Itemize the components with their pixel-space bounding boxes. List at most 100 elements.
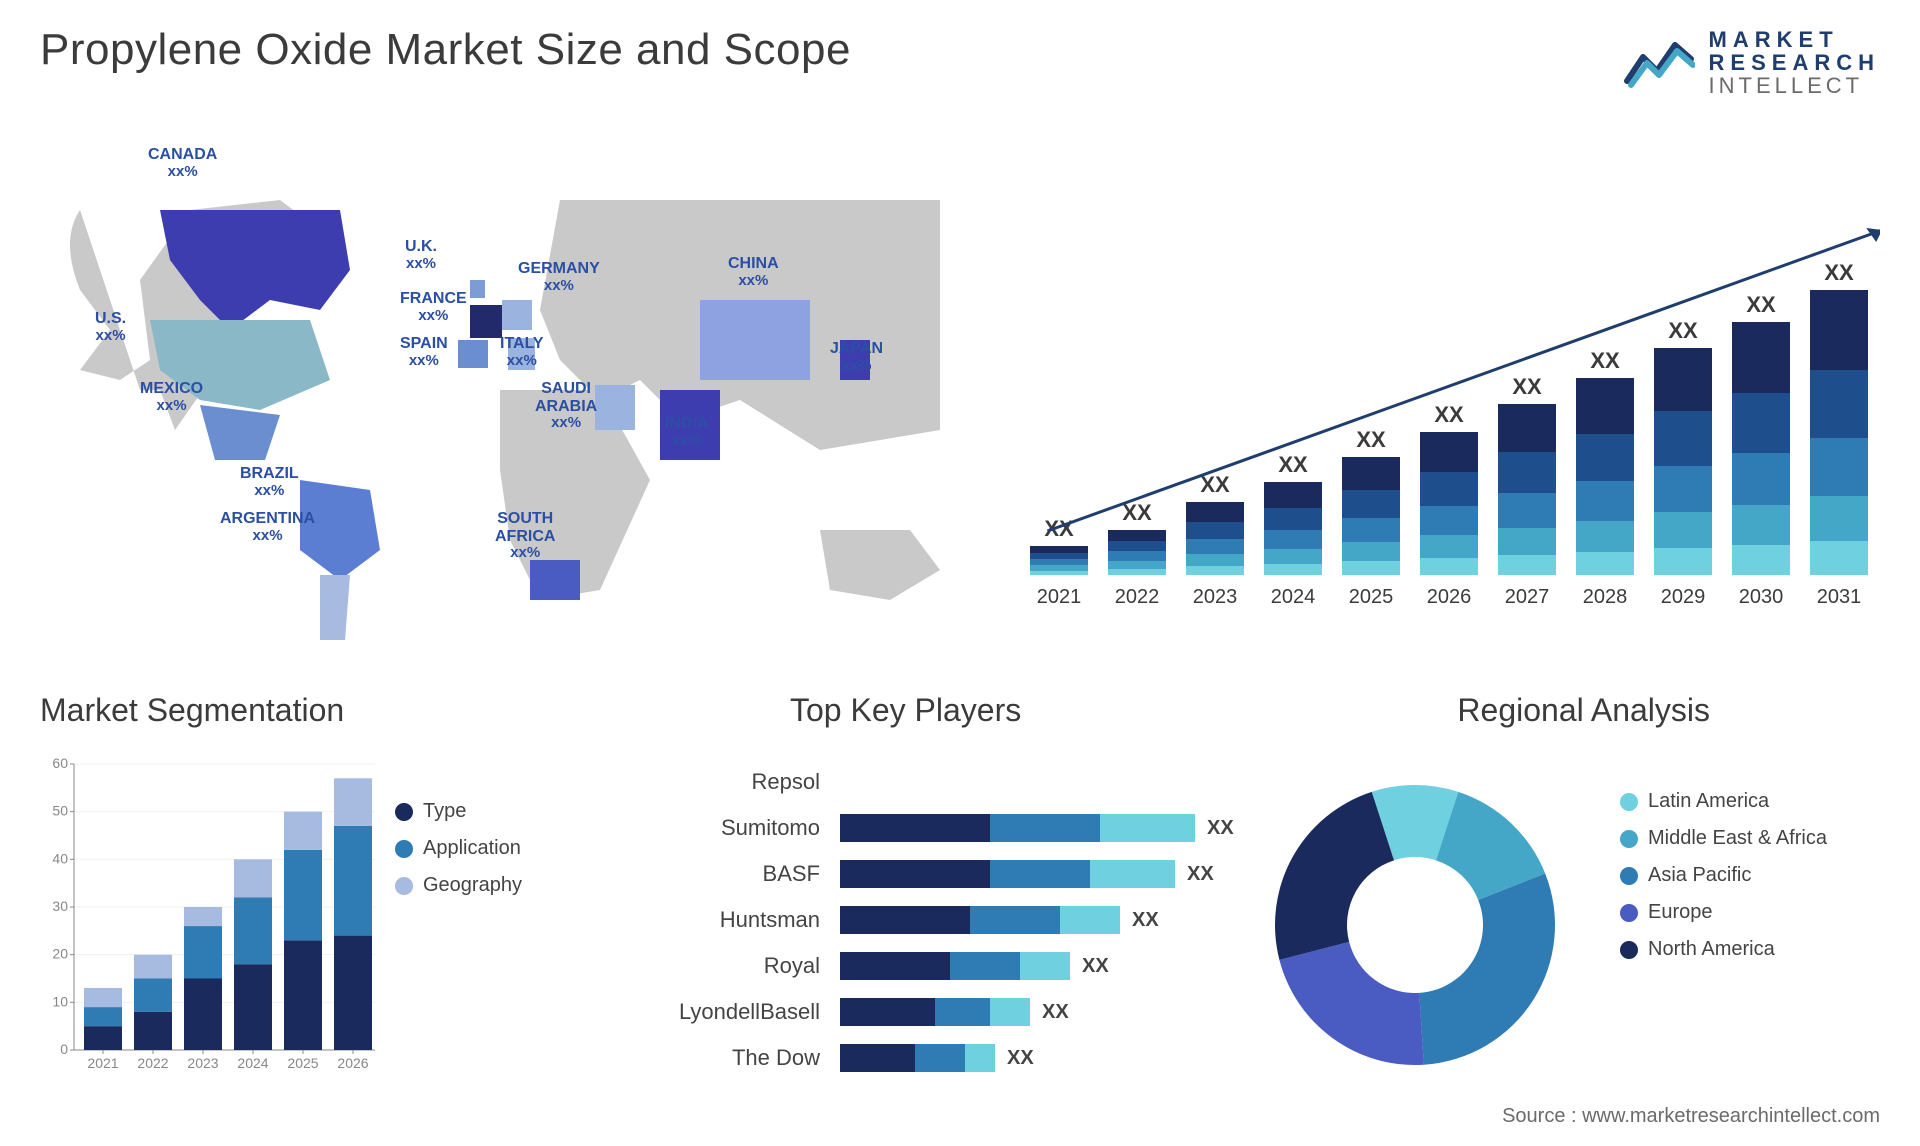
svg-text:2022: 2022 xyxy=(1115,586,1160,608)
svg-text:2030: 2030 xyxy=(1739,586,1784,608)
player-value: XX xyxy=(1042,1001,1069,1024)
player-name: The Dow xyxy=(640,1045,840,1071)
svg-text:XX: XX xyxy=(1044,516,1074,541)
logo-line3: INTELLECT xyxy=(1709,74,1880,97)
svg-text:60: 60 xyxy=(52,755,68,771)
player-value: XX xyxy=(1082,955,1109,978)
player-row: The Dow XX xyxy=(640,1036,1270,1080)
map-label: ARGENTINAxx% xyxy=(220,510,315,544)
player-row: HuntsmanXX xyxy=(640,898,1270,942)
svg-text:XX: XX xyxy=(1356,427,1386,452)
legend-dot xyxy=(1620,904,1638,922)
svg-text:30: 30 xyxy=(52,898,68,914)
legend-dot xyxy=(395,877,413,895)
player-bar xyxy=(840,998,1030,1026)
player-row: RoyalXX xyxy=(640,944,1270,988)
map-label: FRANCExx% xyxy=(400,290,467,324)
legend-dot xyxy=(395,840,413,858)
map-label: GERMANYxx% xyxy=(518,260,600,294)
growth-chart-svg: XX 2021 XX 2022 XX 2023 XX 2024 XX 2025 XX 2026 XX 20… xyxy=(1020,135,1880,625)
svg-text:2029: 2029 xyxy=(1661,586,1706,608)
svg-text:2022: 2022 xyxy=(137,1055,168,1071)
player-row: Sumitomo XX xyxy=(640,806,1270,850)
svg-text:20: 20 xyxy=(52,946,68,962)
legend-dot xyxy=(1620,941,1638,959)
map-label: SOUTHAFRICAxx% xyxy=(495,510,555,562)
player-row: LyondellBasell XX xyxy=(640,990,1270,1034)
legend-label: Type xyxy=(423,800,466,823)
regional-donut xyxy=(1260,770,1570,1080)
regional-title: Regional Analysis xyxy=(1457,692,1710,729)
legend-label: Asia Pacific xyxy=(1648,864,1751,887)
player-value: XX xyxy=(1132,909,1159,932)
svg-text:2027: 2027 xyxy=(1505,586,1550,608)
legend-dot xyxy=(1620,867,1638,885)
map-label: SAUDIARABIAxx% xyxy=(535,380,597,432)
player-value: XX xyxy=(1007,1047,1034,1070)
player-name: Repsol xyxy=(640,769,840,795)
player-bar xyxy=(840,860,1175,888)
legend-dot xyxy=(1620,830,1638,848)
svg-text:2023: 2023 xyxy=(187,1055,218,1071)
svg-text:2023: 2023 xyxy=(1193,586,1238,608)
legend-item: Middle East & Africa xyxy=(1620,827,1880,850)
segmentation-chart-svg: 0102030405060202120222023202420252026 xyxy=(40,750,380,1080)
player-value: XX xyxy=(1187,863,1214,886)
player-row: BASFXX xyxy=(640,852,1270,896)
legend-dot xyxy=(395,803,413,821)
player-bar xyxy=(840,906,1120,934)
svg-text:XX: XX xyxy=(1434,402,1464,427)
svg-text:10: 10 xyxy=(52,993,68,1009)
legend-label: Latin America xyxy=(1648,790,1769,813)
legend-label: Application xyxy=(423,837,521,860)
map-label: BRAZILxx% xyxy=(240,465,299,499)
legend-item: Europe xyxy=(1620,901,1880,924)
map-label: CANADAxx% xyxy=(148,146,217,180)
svg-text:2026: 2026 xyxy=(337,1055,368,1071)
legend-item: Latin America xyxy=(1620,790,1880,813)
svg-text:2028: 2028 xyxy=(1583,586,1628,608)
svg-text:XX: XX xyxy=(1278,452,1308,477)
logo-mark-icon xyxy=(1623,35,1695,91)
legend-label: North America xyxy=(1648,938,1775,961)
map-label: JAPANxx% xyxy=(830,340,883,374)
svg-text:2021: 2021 xyxy=(87,1055,118,1071)
svg-text:2024: 2024 xyxy=(1271,586,1316,608)
svg-text:40: 40 xyxy=(52,850,68,866)
svg-text:50: 50 xyxy=(52,803,68,819)
legend-item: Geography xyxy=(395,874,575,897)
player-value: XX xyxy=(1207,817,1234,840)
legend-item: North America xyxy=(1620,938,1880,961)
segmentation-legend: Type Application Geography xyxy=(395,800,575,911)
segmentation-title: Market Segmentation xyxy=(40,692,344,729)
players-bar-list: RepsolSumitomoXXBASFXXHuntsmanXXRoyalXXL… xyxy=(640,760,1270,1082)
player-name: LyondellBasell xyxy=(640,999,840,1025)
svg-text:XX: XX xyxy=(1668,318,1698,343)
brand-logo: MARKET RESEARCH INTELLECT xyxy=(1623,28,1880,97)
page-title: Propylene Oxide Market Size and Scope xyxy=(40,25,851,75)
svg-text:2024: 2024 xyxy=(237,1055,268,1071)
map-label: U.K.xx% xyxy=(405,238,437,272)
player-bar xyxy=(840,1044,995,1072)
svg-text:2026: 2026 xyxy=(1427,586,1472,608)
map-label: U.S.xx% xyxy=(95,310,126,344)
player-bar xyxy=(840,814,1195,842)
map-label: ITALYxx% xyxy=(500,335,544,369)
player-row: Repsol xyxy=(640,760,1270,804)
player-name: Sumitomo xyxy=(640,815,840,841)
source-line: Source : www.marketresearchintellect.com xyxy=(1502,1105,1880,1128)
svg-text:XX: XX xyxy=(1746,292,1776,317)
legend-dot xyxy=(1620,793,1638,811)
logo-line1: MARKET xyxy=(1709,28,1880,51)
svg-text:XX: XX xyxy=(1590,348,1620,373)
player-bar xyxy=(840,952,1070,980)
svg-text:2021: 2021 xyxy=(1037,586,1082,608)
legend-label: Europe xyxy=(1648,901,1713,924)
svg-text:0: 0 xyxy=(60,1041,68,1057)
regional-legend: Latin America Middle East & Africa Asia Pa… xyxy=(1620,790,1880,975)
regional-donut-svg xyxy=(1260,770,1570,1080)
logo-line2: RESEARCH xyxy=(1709,51,1880,74)
svg-text:2025: 2025 xyxy=(1349,586,1394,608)
world-map: CANADAxx%U.S.xx%MEXICOxx%BRAZILxx%ARGENT… xyxy=(40,130,960,650)
svg-text:XX: XX xyxy=(1512,374,1542,399)
